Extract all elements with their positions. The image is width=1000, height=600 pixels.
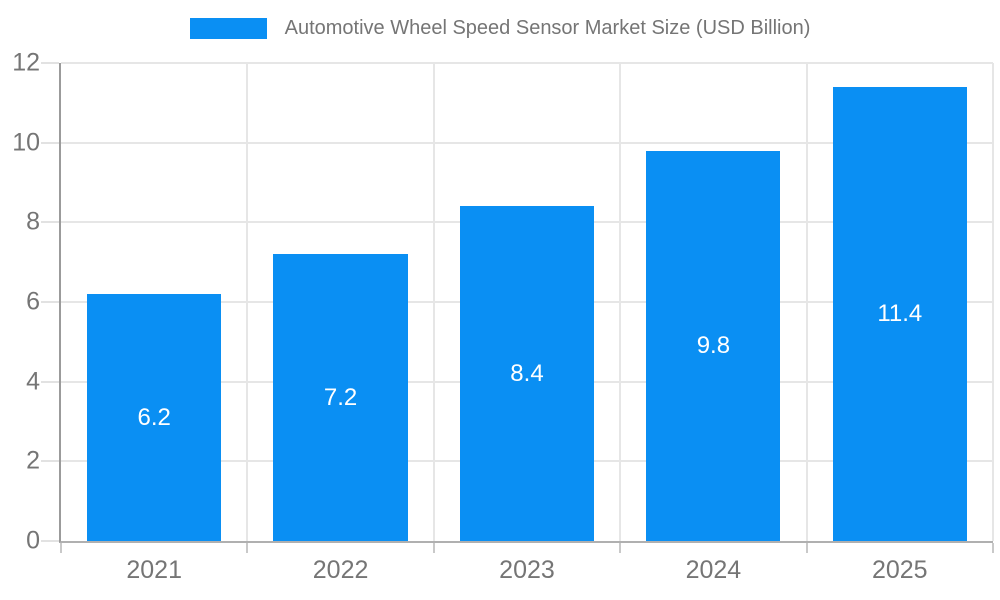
x-axis-tick	[60, 543, 62, 553]
y-axis-label: 2	[26, 446, 40, 475]
y-axis-tick	[41, 301, 59, 303]
y-axis-label: 4	[26, 367, 40, 396]
x-axis-tick	[619, 543, 622, 553]
bar-value-label: 11.4	[877, 299, 923, 327]
gridline-vertical	[619, 63, 622, 541]
bar-value-label: 6.2	[137, 403, 171, 431]
y-axis-label: 10	[12, 128, 40, 157]
bar-2021[interactable]: 6.2	[87, 294, 222, 541]
bar-2022[interactable]: 7.2	[273, 254, 408, 541]
y-axis-tick	[41, 380, 59, 383]
y-axis-tick	[41, 141, 59, 144]
y-axis-label: 8	[26, 207, 40, 236]
y-axis-label: 12	[12, 48, 40, 77]
y-axis-tick	[41, 62, 59, 64]
gridline-horizontal	[61, 141, 993, 144]
y-axis-label: 0	[26, 526, 40, 555]
gridline-vertical	[246, 63, 249, 541]
x-axis-label: 2023	[499, 556, 555, 584]
y-axis-tick	[41, 221, 59, 224]
x-axis-label: 2025	[871, 556, 928, 584]
bar-2024[interactable]: 9.8	[646, 150, 781, 541]
x-axis-label: 2022	[312, 556, 369, 584]
x-axis-tick	[246, 543, 249, 553]
legend-label: Automotive Wheel Speed Sensor Market Siz…	[284, 17, 811, 39]
bar-2023[interactable]: 8.4	[459, 206, 595, 541]
bar-value-label: 7.2	[323, 383, 358, 411]
y-axis-label: 6	[26, 287, 40, 316]
legend: Automotive Wheel Speed Sensor Market Siz…	[0, 17, 1000, 40]
x-axis-label: 2021	[126, 556, 182, 584]
gridline-vertical	[432, 63, 435, 541]
x-axis-tick	[805, 543, 808, 553]
bar-value-label: 8.4	[510, 359, 544, 387]
bar-value-label: 9.8	[696, 331, 731, 359]
x-axis-tick	[992, 543, 994, 553]
legend-swatch	[189, 18, 267, 39]
gridline-vertical	[805, 63, 808, 541]
gridline-horizontal	[61, 62, 993, 64]
x-axis-tick	[432, 543, 435, 553]
y-axis-tick	[41, 460, 59, 463]
x-axis-label: 2024	[685, 556, 742, 584]
gridline-vertical	[992, 63, 994, 541]
bar-2025[interactable]: 11.4	[832, 86, 967, 541]
plot-area: 0 2 4 6 8 10 12 6.2 2021 7.2 2022 8.4 2023 9.8 2024 11.…	[12, 50, 994, 584]
y-axis-tick	[41, 540, 59, 542]
